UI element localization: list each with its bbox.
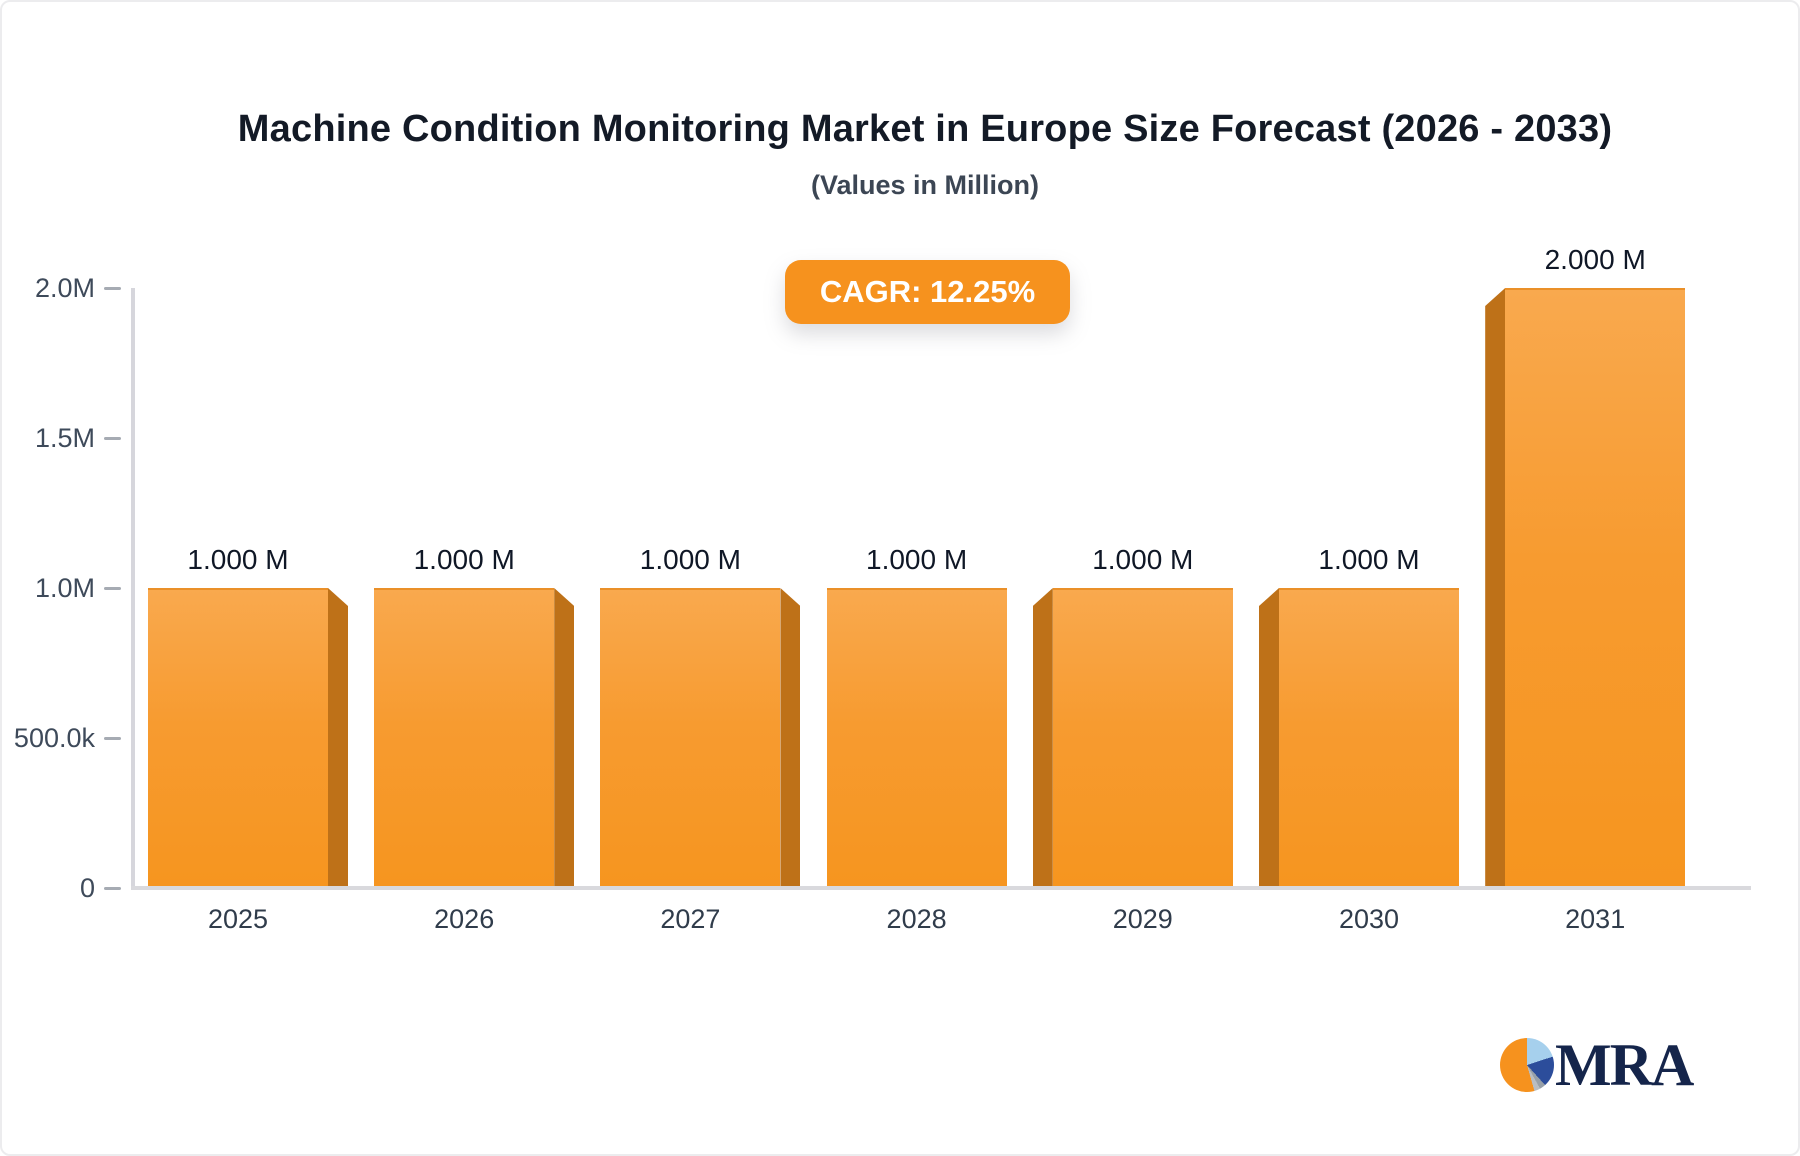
bar-2025 bbox=[148, 588, 328, 888]
bar-value-label: 1.000 M bbox=[639, 544, 741, 575]
bar-2030 bbox=[1279, 588, 1459, 888]
bar-side-face bbox=[554, 588, 575, 888]
y-axis-tick-label: 500.0k bbox=[13, 723, 95, 753]
mra-logo: MRA bbox=[1500, 1032, 1694, 1098]
chart-subtitle: (Values in Million) bbox=[810, 170, 1040, 200]
x-axis-label-2030: 2030 bbox=[1338, 904, 1400, 934]
bar-side-face bbox=[1032, 588, 1053, 888]
bar-2029 bbox=[1052, 588, 1233, 888]
bar-side-face bbox=[1485, 288, 1506, 888]
x-axis-label-2028: 2028 bbox=[886, 904, 947, 934]
cagr-badge: CAGR: 12.25% bbox=[785, 260, 1070, 324]
x-axis-label-2025: 2025 bbox=[207, 904, 269, 934]
y-axis-tick-label: 0 bbox=[79, 873, 95, 903]
bar-value-label: 1.000 M bbox=[413, 544, 515, 575]
x-axis-label-2031: 2031 bbox=[1565, 904, 1626, 934]
bar-side-face bbox=[328, 588, 348, 888]
bar-value-label: 1.000 M bbox=[1092, 544, 1194, 575]
y-axis-tick-label: 2.0M bbox=[34, 273, 95, 303]
y-axis-tick bbox=[104, 437, 121, 440]
bar-2028 bbox=[826, 588, 1007, 888]
y-axis-tick-label: 1.5M bbox=[34, 423, 95, 453]
x-axis-label-2029: 2029 bbox=[1112, 904, 1173, 934]
cagr-badge-label: CAGR: 12.25% bbox=[819, 274, 1036, 309]
bar-side-face bbox=[780, 588, 801, 888]
y-axis-line bbox=[131, 288, 135, 888]
bar-side-face bbox=[1259, 588, 1279, 888]
y-axis-tick bbox=[104, 287, 121, 290]
bar-value-label: 2.000 M bbox=[1544, 244, 1646, 275]
bar-value-label: 1.000 M bbox=[187, 544, 289, 575]
y-axis-tick bbox=[104, 737, 121, 740]
bar-2027 bbox=[600, 588, 781, 888]
pie-chart-icon bbox=[1500, 1038, 1554, 1092]
bar-value-label: 1.000 M bbox=[866, 544, 968, 575]
bar-2026 bbox=[374, 588, 555, 888]
bar-2031 bbox=[1505, 288, 1686, 888]
y-axis-tick bbox=[104, 887, 121, 890]
y-axis-tick bbox=[104, 587, 121, 590]
x-axis-label-2027: 2027 bbox=[660, 904, 721, 934]
mra-logo-text: MRA bbox=[1555, 1032, 1694, 1098]
x-axis-label-2026: 2026 bbox=[434, 904, 495, 934]
bar-value-label: 1.000 M bbox=[1318, 544, 1420, 575]
x-axis-baseline bbox=[131, 886, 1751, 890]
y-axis-tick-label: 1.0M bbox=[34, 573, 95, 603]
chart-title: Machine Condition Monitoring Market in E… bbox=[237, 108, 1613, 150]
